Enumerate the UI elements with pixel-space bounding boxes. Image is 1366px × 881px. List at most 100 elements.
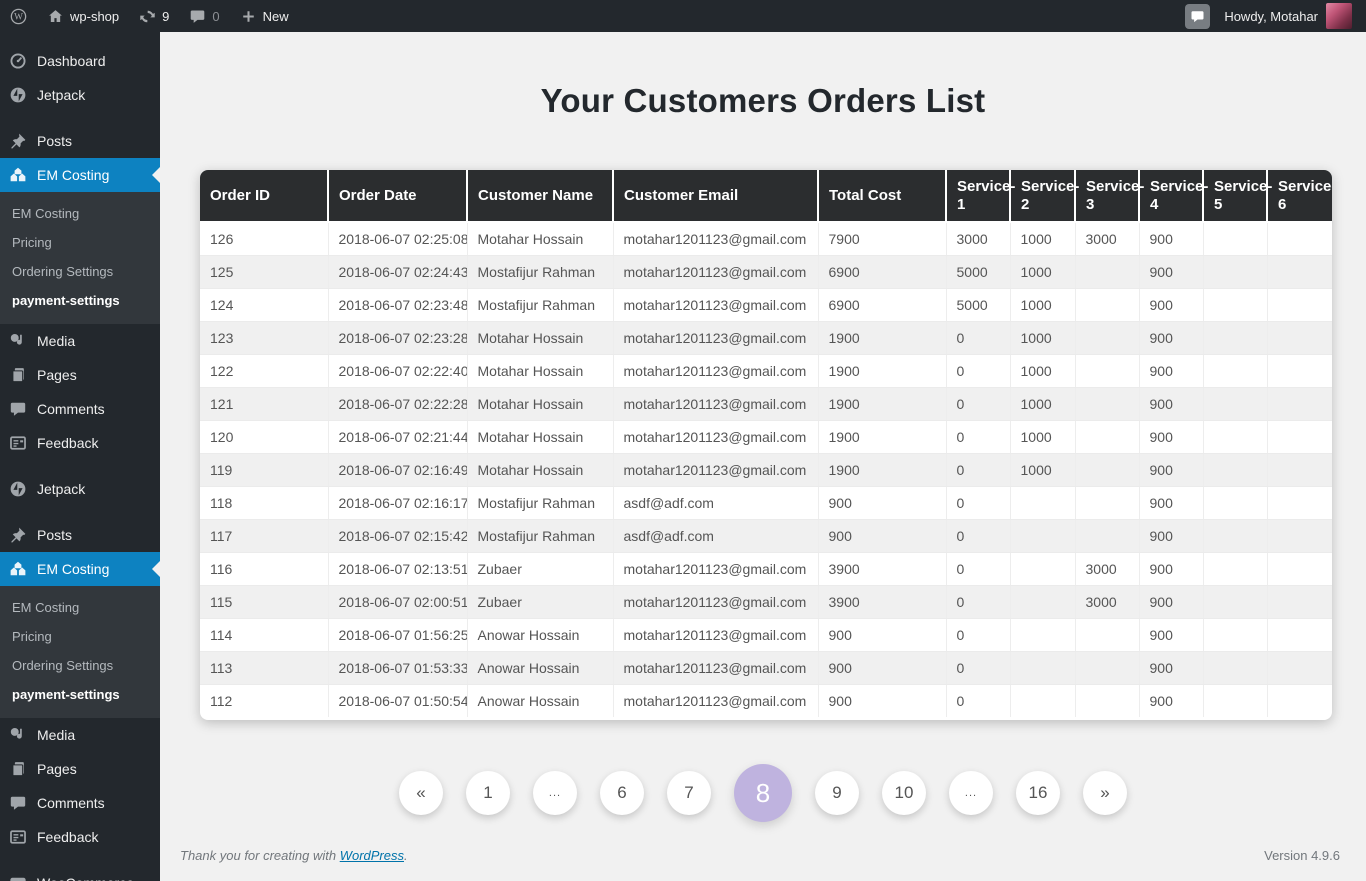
sidebar-item-label: EM Costing [37, 561, 110, 577]
cell-order-date: 2018-06-07 02:23:28 [327, 321, 467, 355]
adminbar-new-content-item[interactable]: New [230, 0, 299, 32]
pagination-page-7-button[interactable]: 7 [667, 771, 711, 815]
sidebar-item-woocommerce[interactable]: woo WooCommerce [0, 866, 160, 881]
cell-customer-name: Mostafijur Rahman [466, 486, 613, 520]
adminbar-item-label: wp-shop [70, 8, 120, 24]
sidebar-item-label: Posts [37, 527, 73, 543]
orders-table-container: Order ID Order Date Customer Name Customer … [200, 170, 1332, 720]
adminbar-item-label: 0 [212, 8, 220, 24]
sidebar-item-jetpack[interactable]: Jetpack [0, 78, 160, 112]
cell-order-id: 114 [200, 618, 328, 652]
adminbar-wordpress-logo-item[interactable]: W [0, 0, 37, 32]
cell-service-5 [1202, 387, 1267, 421]
cell-service-5 [1202, 354, 1267, 388]
cell-order-date: 2018-06-07 02:16:49 [327, 453, 467, 487]
pagination-prev-button[interactable]: « [399, 771, 443, 815]
cell-service-1: 0 [945, 684, 1010, 717]
cell-order-date: 2018-06-07 02:22:28 [327, 387, 467, 421]
account-menu[interactable]: Howdy, Motahar [1220, 0, 1356, 32]
adminbar-site-name-item[interactable]: wp-shop [37, 0, 129, 32]
cell-service-3: 3000 [1074, 585, 1139, 619]
cell-service-2: 1000 [1009, 354, 1075, 388]
cell-total-cost: 1900 [817, 453, 946, 487]
column-header-service-5: Service-5 [1202, 170, 1272, 223]
pagination-page-16-button[interactable]: 16 [1016, 771, 1060, 815]
cell-total-cost: 3900 [817, 585, 946, 619]
pagination: « 1... 6 7 8 9 10... 16 » [160, 764, 1366, 822]
sidebar-item-em-costing[interactable]: EM Costing [0, 552, 160, 586]
column-header-total-cost: Total Cost [817, 170, 946, 223]
cell-total-cost: 3900 [817, 552, 946, 586]
sidebar-subitem-ordering-settings[interactable]: Ordering Settings [12, 658, 114, 673]
pagination-page-1-button[interactable]: 1 [466, 771, 510, 815]
sidebar-item-comments[interactable]: Comments [0, 786, 160, 820]
sidebar-item-feedback[interactable]: Feedback [0, 426, 160, 460]
sidebar-subitem-payment-settings[interactable]: payment-settings [12, 687, 120, 702]
pagination-page-9-button[interactable]: 9 [815, 771, 859, 815]
cell-order-date: 2018-06-07 02:00:51 [327, 585, 467, 619]
cell-total-cost: 900 [817, 684, 946, 717]
cell-order-date: 2018-06-07 02:16:17 [327, 486, 467, 520]
menu-separator [0, 112, 160, 124]
sidebar-item-media[interactable]: Media [0, 324, 160, 358]
cell-order-id: 123 [200, 321, 328, 355]
cell-order-date: 2018-06-07 01:53:33 [327, 651, 467, 685]
sidebar-item-jetpack[interactable]: Jetpack [0, 472, 160, 506]
cell-service-1: 0 [945, 354, 1010, 388]
cell-service-5 [1202, 618, 1267, 652]
footer-thanks-prefix: Thank you for creating with [180, 848, 340, 863]
sidebar-subitem-em-costing[interactable]: EM Costing [12, 206, 80, 221]
cell-total-cost: 1900 [817, 354, 946, 388]
sidebar-subitem-pricing[interactable]: Pricing [12, 235, 52, 250]
sidebar-item-dashboard[interactable]: Dashboard [0, 44, 160, 78]
pages-icon [8, 759, 28, 779]
sidebar-subitem-payment-settings[interactable]: payment-settings [12, 293, 120, 308]
pagination-page-8-button[interactable]: 8 [734, 764, 792, 822]
notification-bubble-button[interactable] [1185, 3, 1211, 29]
pagination-page-6-button[interactable]: 6 [600, 771, 644, 815]
cell-service-6 [1266, 354, 1332, 388]
cell-service-1: 0 [945, 651, 1010, 685]
cell-service-4: 900 [1138, 651, 1203, 685]
sidebar-subitem-em-costing[interactable]: EM Costing [12, 600, 80, 615]
sidebar-item-label: Pages [37, 367, 77, 383]
sidebar-item-posts[interactable]: Posts [0, 518, 160, 552]
cell-order-id: 126 [200, 222, 328, 256]
table-row: 113 2018-06-07 01:53:33 Anowar Hossain mota… [200, 651, 1332, 685]
sidebar-subitem-ordering-settings[interactable]: Ordering Settings [12, 264, 114, 279]
footer-thanks: Thank you for creating with WordPress. [180, 848, 408, 863]
pagination-next-button[interactable]: » [1083, 771, 1127, 815]
cell-service-6 [1266, 519, 1332, 553]
sidebar-item-pages[interactable]: Pages [0, 358, 160, 392]
cell-service-2 [1009, 552, 1075, 586]
cell-service-1: 0 [945, 618, 1010, 652]
sidebar-item-pages[interactable]: Pages [0, 752, 160, 786]
cell-service-6 [1266, 684, 1332, 717]
cell-service-4: 900 [1138, 486, 1203, 520]
cell-customer-name: Motahar Hossain [466, 453, 613, 487]
cell-service-5 [1202, 585, 1267, 619]
jetpack-icon [8, 85, 28, 105]
cell-customer-name: Anowar Hossain [466, 684, 613, 717]
sidebar-subitem-pricing[interactable]: Pricing [12, 629, 52, 644]
cell-customer-email: asdf@adf.com [612, 519, 818, 553]
cell-customer-name: Motahar Hossain [466, 387, 613, 421]
media-icon [8, 725, 28, 745]
wordpress-link[interactable]: WordPress [339, 848, 404, 863]
adminbar-comments-item[interactable]: 0 [179, 0, 229, 32]
sidebar-item-media[interactable]: Media [0, 718, 160, 752]
cell-service-1: 5000 [945, 255, 1010, 289]
cell-order-id: 119 [200, 453, 328, 487]
update-icon [139, 8, 156, 25]
sidebar-item-em-costing[interactable]: EM Costing [0, 158, 160, 192]
pagination-ellipsis: ... [949, 771, 993, 815]
pagination-page-10-button[interactable]: 10 [882, 771, 926, 815]
cell-order-date: 2018-06-07 01:56:25 [327, 618, 467, 652]
cell-customer-email: motahar1201123@gmail.com [612, 453, 818, 487]
adminbar-updates-item[interactable]: 9 [129, 0, 179, 32]
sidebar-item-comments[interactable]: Comments [0, 392, 160, 426]
cell-service-6 [1266, 585, 1332, 619]
sidebar-item-feedback[interactable]: Feedback [0, 820, 160, 854]
cell-order-id: 121 [200, 387, 328, 421]
sidebar-item-posts[interactable]: Posts [0, 124, 160, 158]
